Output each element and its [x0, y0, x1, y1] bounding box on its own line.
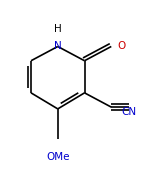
Text: O: O [118, 41, 126, 51]
Text: N: N [54, 41, 62, 51]
Text: OMe: OMe [46, 152, 69, 162]
Text: CN: CN [121, 107, 136, 117]
Text: H: H [54, 24, 62, 34]
